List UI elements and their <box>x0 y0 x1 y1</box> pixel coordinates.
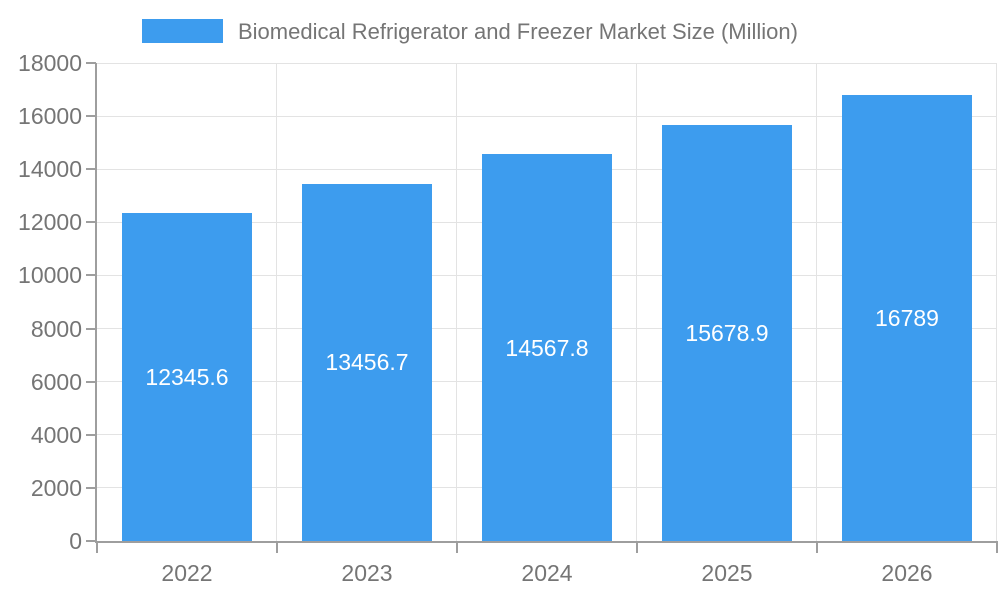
x-tick-label: 2023 <box>341 560 393 586</box>
x-tick <box>96 541 98 553</box>
gridline-v <box>996 63 997 541</box>
bar-2022 <box>122 213 252 541</box>
gridline-v <box>456 63 457 541</box>
y-tick <box>86 62 96 64</box>
x-tick <box>636 541 638 553</box>
x-tick-label: 2024 <box>521 560 573 586</box>
bar-value-label: 15678.9 <box>685 319 769 346</box>
x-tick-label: 2022 <box>161 560 213 586</box>
y-tick <box>86 486 96 489</box>
bar-2023 <box>302 183 432 541</box>
bar-value-label: 12345.6 <box>145 364 229 391</box>
gridline-v <box>636 63 637 541</box>
y-tick <box>86 327 96 330</box>
x-tick-label: 2026 <box>881 560 933 586</box>
y-tick <box>86 168 96 171</box>
y-tick-label: 8000 <box>30 315 82 342</box>
y-tick-label: 16000 <box>18 103 82 130</box>
y-tick-label: 10000 <box>18 262 82 289</box>
bar-value-label: 13456.7 <box>325 349 409 376</box>
bar-value-label: 14567.8 <box>505 334 589 361</box>
y-tick <box>86 274 96 277</box>
y-tick-label: 4000 <box>30 421 82 448</box>
bar-2025 <box>662 124 792 541</box>
y-tick <box>86 433 96 436</box>
y-tick-label: 2000 <box>30 474 82 501</box>
y-axis-line <box>95 63 97 541</box>
legend-swatch <box>142 19 223 43</box>
gridline-v <box>276 63 277 541</box>
y-tick <box>86 380 96 383</box>
x-tick <box>816 541 818 553</box>
y-tick <box>86 221 96 224</box>
bar-value-label: 16789 <box>875 305 939 332</box>
chart-legend: Biomedical Refrigerator and Freezer Mark… <box>0 0 1000 55</box>
bar-2026 <box>842 95 972 541</box>
x-tick <box>996 541 998 553</box>
x-tick <box>276 541 278 553</box>
gridline-h <box>97 62 997 64</box>
x-axis-line <box>95 541 997 543</box>
y-tick <box>86 115 96 118</box>
y-tick-label: 18000 <box>18 50 82 76</box>
x-tick-label: 2025 <box>701 560 753 586</box>
y-tick-label: 6000 <box>30 368 82 395</box>
gridline-v <box>816 63 817 541</box>
x-tick <box>456 541 458 553</box>
y-tick-label: 0 <box>69 528 82 554</box>
y-tick <box>86 540 96 542</box>
y-tick-label: 14000 <box>18 156 82 183</box>
y-tick-label: 12000 <box>18 209 82 236</box>
legend-label: Biomedical Refrigerator and Freezer Mark… <box>238 19 798 44</box>
bar-2024 <box>482 154 612 541</box>
gridline-h <box>97 115 997 117</box>
